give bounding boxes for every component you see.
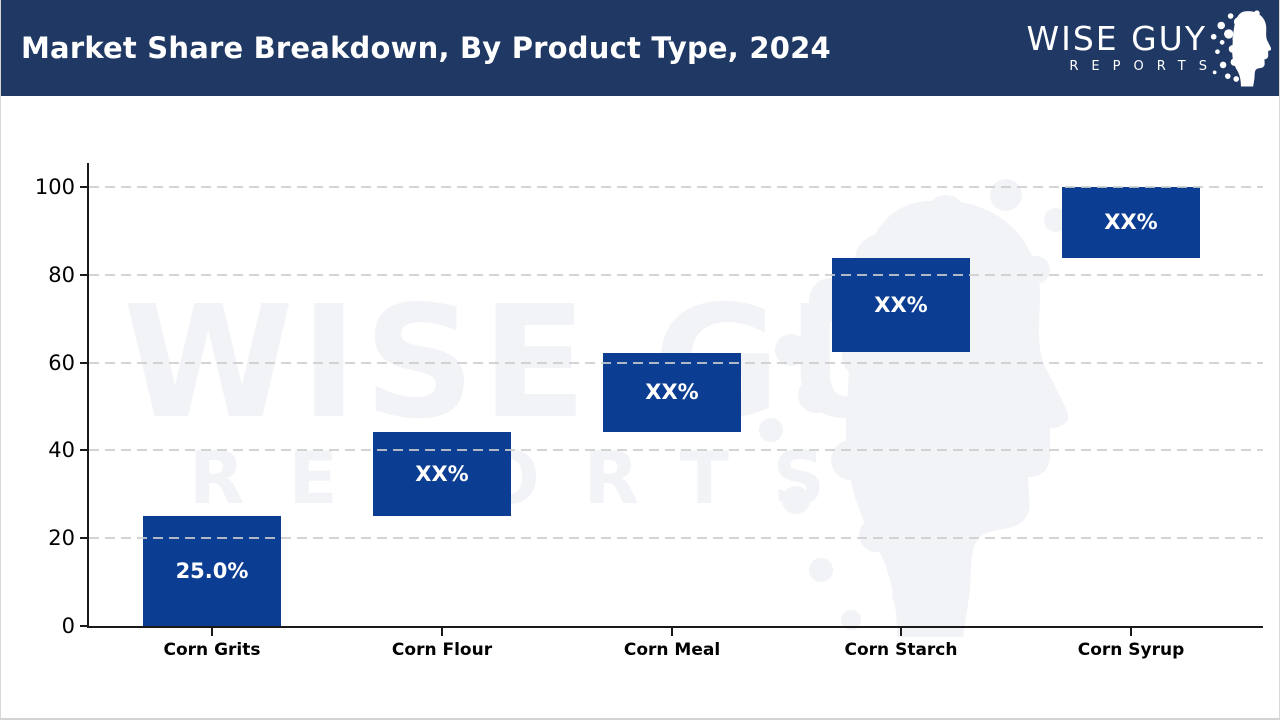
- x-category-label: Corn Flour: [391, 640, 493, 660]
- bar-value-label: XX%: [415, 462, 469, 487]
- y-tick-label: 80: [48, 262, 75, 287]
- gridline: [89, 537, 1263, 540]
- y-tick-label: 100: [34, 175, 75, 199]
- y-tick-label: 40: [48, 438, 75, 463]
- x-axis-line: [87, 626, 1263, 628]
- y-axis-tick: [80, 186, 87, 188]
- gridline: [89, 361, 1263, 364]
- x-axis-tick: [1130, 628, 1132, 636]
- bar-corn-grits: [143, 516, 281, 626]
- bar-value-label: XX%: [1104, 210, 1158, 235]
- y-axis-line: [87, 163, 89, 628]
- logo-reports-text: REPORTS: [1069, 58, 1220, 74]
- y-tick-label: 0: [61, 614, 75, 638]
- bar-corn-syrup: [1062, 187, 1200, 258]
- logo-text: WISE GUY REPORTS: [1026, 22, 1207, 74]
- y-tick-label: 20: [48, 526, 75, 551]
- gridline: [89, 273, 1263, 276]
- bar-value-label: XX%: [874, 293, 928, 318]
- y-axis-tick: [80, 537, 87, 540]
- x-axis-tick: [671, 628, 673, 636]
- chart-title: Market Share Breakdown, By Product Type,…: [21, 31, 831, 65]
- x-category-label: Corn Starch: [844, 640, 958, 660]
- logo-head-dots-icon: [1210, 10, 1271, 87]
- y-axis-tick: [80, 361, 87, 364]
- x-axis-tick: [900, 628, 902, 636]
- y-tick-label: 60: [48, 350, 75, 375]
- y-axis-tick: [80, 449, 87, 452]
- gridline: [89, 449, 1263, 452]
- y-axis-tick: [80, 625, 87, 627]
- x-axis-tick: [211, 628, 213, 636]
- gridline: [89, 186, 1263, 188]
- header-bar: Market Share Breakdown, By Product Type,…: [1, 0, 1279, 96]
- logo-wiseguy-text: WISE GUY: [1026, 19, 1207, 59]
- x-category-label: Corn Grits: [163, 640, 261, 660]
- wise-guy-reports-logo: WISE GUY REPORTS: [1026, 6, 1271, 90]
- x-category-label: Corn Syrup: [1077, 640, 1185, 660]
- x-category-label: Corn Meal: [623, 640, 721, 660]
- bar-corn-flour: [373, 431, 511, 517]
- bar-corn-meal: [603, 352, 741, 432]
- bar-corn-starch: [832, 257, 970, 353]
- x-axis-tick: [441, 628, 443, 636]
- bar-value-label: 25.0%: [175, 559, 249, 584]
- y-axis-tick: [80, 273, 87, 276]
- bar-value-label: XX%: [645, 380, 699, 405]
